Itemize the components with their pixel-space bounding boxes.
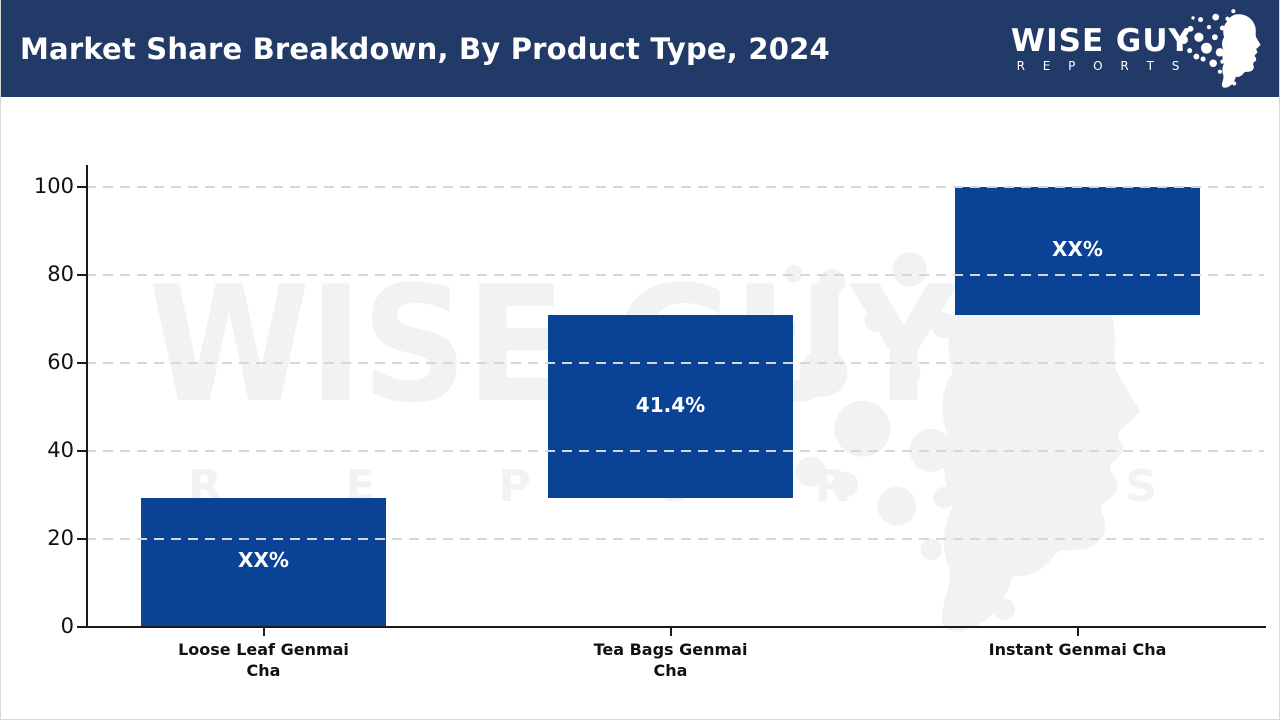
bar-value-label-1: XX% (238, 548, 289, 573)
y-tick-80 (77, 274, 86, 276)
x-category-label-3: Instant Genmai Cha (938, 639, 1218, 660)
bar-value-label-3: XX% (1052, 237, 1103, 262)
y-tick-label-80: 80 (47, 262, 74, 286)
wise-guy-reports-logo: WISE GUY R E P O R T S (1011, 6, 1268, 92)
bar-segment-3 (955, 187, 1200, 316)
gridline-60 (86, 362, 1264, 364)
y-tick-100 (77, 186, 86, 188)
x-category-label-2: Tea Bags Genmai Cha (531, 639, 811, 681)
logo-text: WISE GUY R E P O R T S (1011, 25, 1192, 74)
chart-area: WISE GUY R E P O R T S 020406080100XX%Lo… (0, 97, 1280, 720)
bar-segment-2 (548, 315, 793, 498)
y-tick-label-100: 100 (33, 174, 74, 198)
y-tick-20 (77, 538, 86, 540)
y-tick-60 (77, 362, 86, 364)
gridline-40 (86, 450, 1264, 452)
x-tick-1 (262, 628, 265, 636)
bar-segment-1 (141, 497, 386, 627)
x-axis-line (86, 626, 1266, 628)
y-tick-0 (77, 626, 86, 628)
x-category-label-line: Cha (653, 661, 688, 680)
page-title: Market Share Breakdown, By Product Type,… (20, 31, 830, 66)
logo-wordmark: WISE GUY (1010, 22, 1192, 59)
gridline-100 (86, 186, 1264, 188)
y-tick-40 (77, 450, 86, 452)
x-tick-3 (1076, 628, 1079, 636)
logo-face-icon (1179, 9, 1261, 88)
y-tick-label-60: 60 (47, 350, 74, 374)
gridline-80 (86, 274, 1264, 276)
x-category-label-line: Instant Genmai Cha (988, 640, 1167, 659)
gridline-20 (86, 538, 1264, 540)
x-category-label-line: Tea Bags Genmai (593, 640, 748, 659)
x-category-label-1: Loose Leaf Genmai Cha (124, 639, 404, 681)
y-tick-label-40: 40 (47, 438, 74, 462)
x-tick-2 (669, 628, 672, 636)
y-tick-label-0: 0 (60, 614, 74, 638)
y-tick-label-20: 20 (47, 526, 74, 550)
header-bar: Market Share Breakdown, By Product Type,… (0, 0, 1280, 97)
logo-subtitle: R E P O R T S (1016, 59, 1187, 74)
x-category-label-line: Loose Leaf Genmai (178, 640, 349, 659)
bar-value-label-2: 41.4% (635, 392, 706, 417)
y-axis-line (86, 165, 88, 627)
x-category-label-line: Cha (246, 661, 281, 680)
